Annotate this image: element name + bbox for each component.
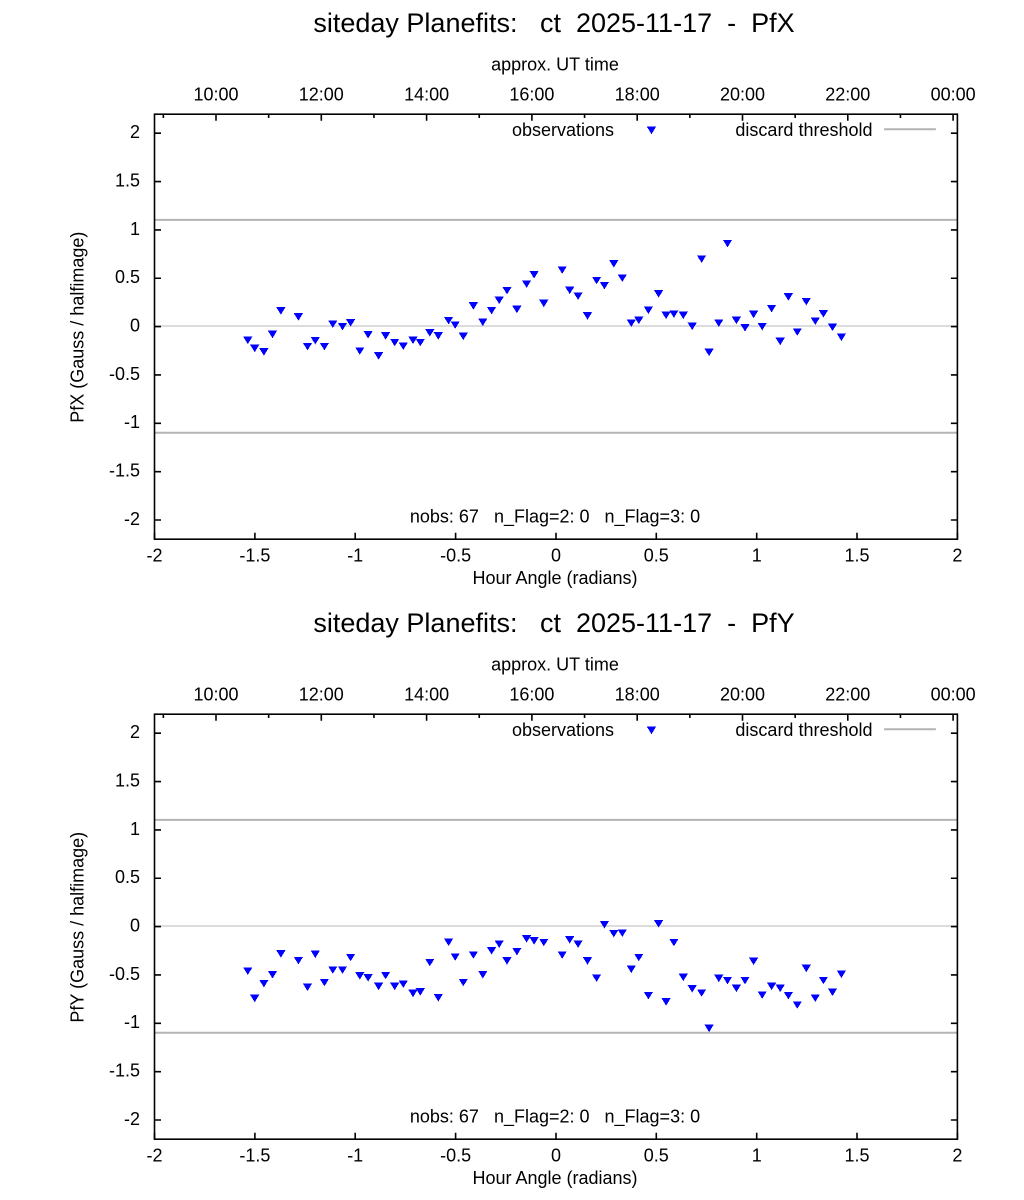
svg-text:-2: -2 bbox=[124, 509, 140, 529]
svg-text:-1.5: -1.5 bbox=[239, 546, 270, 566]
svg-text:1: 1 bbox=[130, 819, 140, 839]
svg-text:00:00: 00:00 bbox=[931, 84, 976, 104]
svg-text:16:00: 16:00 bbox=[509, 684, 554, 704]
svg-text:observations: observations bbox=[512, 720, 614, 740]
svg-text:22:00: 22:00 bbox=[825, 684, 870, 704]
svg-text:10:00: 10:00 bbox=[193, 684, 238, 704]
svg-text:2: 2 bbox=[952, 546, 962, 566]
svg-text:siteday Planefits: ct 2025-: siteday Planefits: ct 2025-11-17 - PfY bbox=[313, 608, 794, 638]
svg-text:0.5: 0.5 bbox=[644, 546, 669, 566]
svg-text:12:00: 12:00 bbox=[299, 684, 344, 704]
svg-text:-2: -2 bbox=[124, 1109, 140, 1129]
svg-text:0.5: 0.5 bbox=[115, 267, 140, 287]
svg-text:-1: -1 bbox=[124, 1012, 140, 1032]
svg-text:nobs: 67 n_Flag=2: 0 n_Fla: nobs: 67 n_Flag=2: 0 n_Flag=3: 0 bbox=[410, 1106, 700, 1127]
svg-text:18:00: 18:00 bbox=[615, 684, 660, 704]
svg-text:0: 0 bbox=[130, 316, 140, 336]
svg-text:discard threshold: discard threshold bbox=[735, 720, 872, 740]
svg-text:-0.5: -0.5 bbox=[440, 546, 471, 566]
svg-text:10:00: 10:00 bbox=[193, 84, 238, 104]
svg-text:Hour Angle (radians): Hour Angle (radians) bbox=[472, 1168, 637, 1188]
svg-text:-1.5: -1.5 bbox=[109, 461, 140, 481]
svg-text:1.5: 1.5 bbox=[844, 546, 869, 566]
svg-text:2: 2 bbox=[130, 122, 140, 142]
svg-text:PfY (Gauss / halfimage): PfY (Gauss / halfimage) bbox=[68, 832, 88, 1023]
svg-text:1: 1 bbox=[752, 1146, 762, 1166]
svg-text:-1.5: -1.5 bbox=[109, 1061, 140, 1081]
svg-text:18:00: 18:00 bbox=[615, 84, 660, 104]
svg-text:observations: observations bbox=[512, 120, 614, 140]
svg-text:12:00: 12:00 bbox=[299, 84, 344, 104]
svg-text:20:00: 20:00 bbox=[720, 84, 765, 104]
svg-text:-0.5: -0.5 bbox=[109, 964, 140, 984]
svg-text:00:00: 00:00 bbox=[931, 684, 976, 704]
svg-text:-0.5: -0.5 bbox=[440, 1146, 471, 1166]
svg-text:approx. UT time: approx. UT time bbox=[491, 55, 619, 75]
svg-text:14:00: 14:00 bbox=[404, 84, 449, 104]
svg-text:-2: -2 bbox=[146, 1146, 162, 1166]
svg-text:1: 1 bbox=[752, 546, 762, 566]
svg-text:-2: -2 bbox=[146, 546, 162, 566]
svg-text:20:00: 20:00 bbox=[720, 684, 765, 704]
svg-text:0: 0 bbox=[551, 546, 561, 566]
svg-text:-1: -1 bbox=[347, 1146, 363, 1166]
svg-text:Hour Angle (radians): Hour Angle (radians) bbox=[472, 568, 637, 588]
svg-text:0: 0 bbox=[551, 1146, 561, 1166]
svg-text:2: 2 bbox=[952, 1146, 962, 1166]
svg-text:0.5: 0.5 bbox=[644, 1146, 669, 1166]
svg-text:-1.5: -1.5 bbox=[239, 1146, 270, 1166]
svg-text:22:00: 22:00 bbox=[825, 84, 870, 104]
svg-text:1.5: 1.5 bbox=[115, 770, 140, 790]
svg-text:2: 2 bbox=[130, 722, 140, 742]
svg-text:siteday Planefits: ct 2025-: siteday Planefits: ct 2025-11-17 - PfX bbox=[313, 8, 794, 38]
svg-text:1: 1 bbox=[130, 219, 140, 239]
svg-text:14:00: 14:00 bbox=[404, 684, 449, 704]
svg-text:1.5: 1.5 bbox=[844, 1146, 869, 1166]
svg-text:-1: -1 bbox=[347, 546, 363, 566]
svg-text:0: 0 bbox=[130, 916, 140, 936]
svg-text:-1: -1 bbox=[124, 412, 140, 432]
svg-text:1.5: 1.5 bbox=[115, 170, 140, 190]
svg-text:-0.5: -0.5 bbox=[109, 364, 140, 384]
svg-text:approx. UT time: approx. UT time bbox=[491, 655, 619, 675]
svg-text:0.5: 0.5 bbox=[115, 867, 140, 887]
svg-text:discard threshold: discard threshold bbox=[735, 120, 872, 140]
svg-text:16:00: 16:00 bbox=[509, 84, 554, 104]
svg-text:PfX (Gauss / halfimage): PfX (Gauss / halfimage) bbox=[68, 232, 88, 423]
svg-text:nobs: 67 n_Flag=2: 0 n_Fla: nobs: 67 n_Flag=2: 0 n_Flag=3: 0 bbox=[410, 506, 700, 527]
